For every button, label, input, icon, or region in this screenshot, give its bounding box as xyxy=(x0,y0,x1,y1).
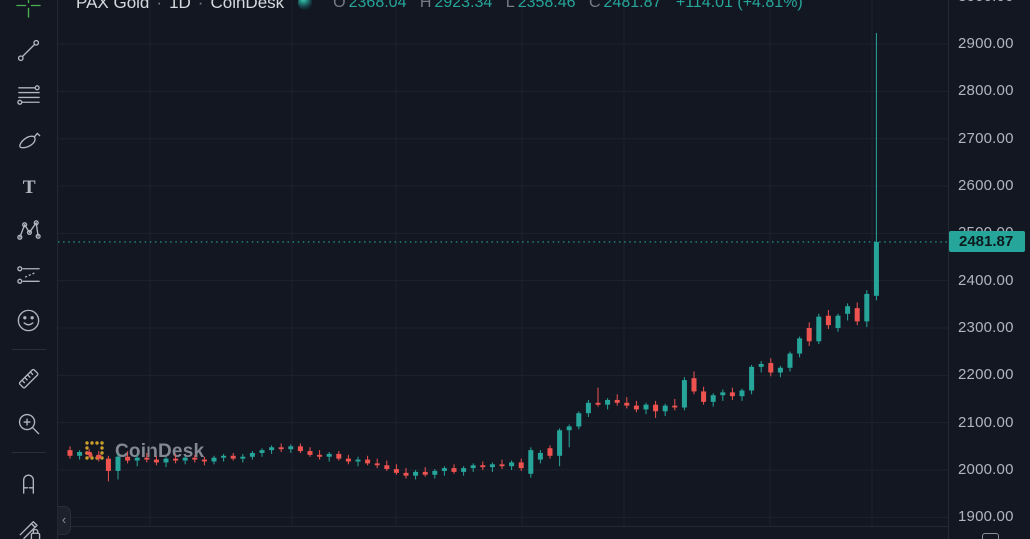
high-value: 2923.34 xyxy=(434,0,493,11)
high-label: H xyxy=(419,0,432,11)
forecast-icon xyxy=(17,266,40,284)
fib-retracement-icon xyxy=(17,85,40,105)
price-axis[interactable]: 3000.002900.002800.002700.002600.002500.… xyxy=(949,0,1030,539)
tool-brush[interactable] xyxy=(6,118,51,163)
tool-crosshair[interactable] xyxy=(6,0,51,28)
price-axis-label: 2100.00 xyxy=(958,413,1014,431)
exchange-label[interactable]: CoinDesk xyxy=(210,0,285,12)
toolbar-divider xyxy=(11,452,46,453)
last-price-tag: 2481.87 xyxy=(949,231,1025,253)
close-value: 2481.87 xyxy=(603,0,662,11)
price-axis-label: 2900.00 xyxy=(958,35,1014,53)
brush-icon xyxy=(19,132,41,149)
price-axis-label: 2400.00 xyxy=(958,271,1014,289)
price-axis-label: 2300.00 xyxy=(958,319,1014,336)
tool-text[interactable]: T xyxy=(6,163,51,208)
symbol-title[interactable]: PAX Gold xyxy=(76,0,150,12)
svg-text:T: T xyxy=(23,177,36,198)
magnet-icon xyxy=(23,474,34,494)
open-value: 2368.04 xyxy=(348,0,407,11)
tool-emoji[interactable] xyxy=(6,298,51,343)
price-axis-label: 2600.00 xyxy=(958,177,1014,195)
open-label: O xyxy=(333,0,346,11)
ohlc-values: O 2368.04 H 2923.34 L 2358.46 C 2481.87 +114… xyxy=(324,0,803,12)
price-chart-canvas[interactable] xyxy=(58,0,948,539)
price-axis-label: 3000.00 xyxy=(958,0,1014,5)
tool-zoom-in[interactable] xyxy=(6,401,51,446)
chart-pane[interactable]: CoinDesk PAX Gold · 1D · CoinDesk O 2368.… xyxy=(58,0,948,539)
drawing-toolbar: T xyxy=(0,0,58,539)
price-axis-label: 2200.00 xyxy=(958,366,1014,384)
low-label: L xyxy=(505,0,515,11)
time-axis-separator xyxy=(0,526,1030,527)
xabcd-pattern-icon xyxy=(17,220,41,240)
zoom-in-icon xyxy=(18,413,40,435)
tool-forecast[interactable] xyxy=(6,253,51,298)
interval-label[interactable]: 1D xyxy=(169,0,191,12)
toolbar-divider xyxy=(11,349,46,350)
trend-line-icon xyxy=(17,39,40,62)
price-axis-label: 2000.00 xyxy=(958,461,1014,478)
tool-xabcd-pattern[interactable] xyxy=(6,208,51,253)
tool-measure[interactable] xyxy=(6,356,51,401)
tool-draw-lock[interactable] xyxy=(6,504,51,539)
crosshair-icon xyxy=(16,0,41,18)
draw-lock-icon xyxy=(19,521,41,539)
close-label: C xyxy=(588,0,601,11)
price-axis-label: 2700.00 xyxy=(958,129,1014,147)
legend-row: PAX Gold · 1D · CoinDesk O 2368.04 H 2923.… xyxy=(76,0,803,13)
tool-magnet[interactable] xyxy=(6,459,51,504)
price-axis-border xyxy=(948,0,949,539)
measure-icon xyxy=(18,368,39,389)
symbol-logo-icon xyxy=(298,0,313,10)
toolbar-collapse-button[interactable]: ‹ xyxy=(58,506,71,535)
price-axis-label: 1900.00 xyxy=(958,508,1014,526)
maximize-icon[interactable] xyxy=(982,533,999,539)
emoji-icon xyxy=(17,309,40,332)
tool-trend-line[interactable] xyxy=(6,28,51,73)
low-value: 2358.46 xyxy=(517,0,576,11)
text-icon: T xyxy=(23,177,36,198)
change-value: +114.01 (+4.81%) xyxy=(675,0,803,11)
tool-fib-retracement[interactable] xyxy=(6,73,51,118)
price-axis-label: 2800.00 xyxy=(958,82,1014,100)
